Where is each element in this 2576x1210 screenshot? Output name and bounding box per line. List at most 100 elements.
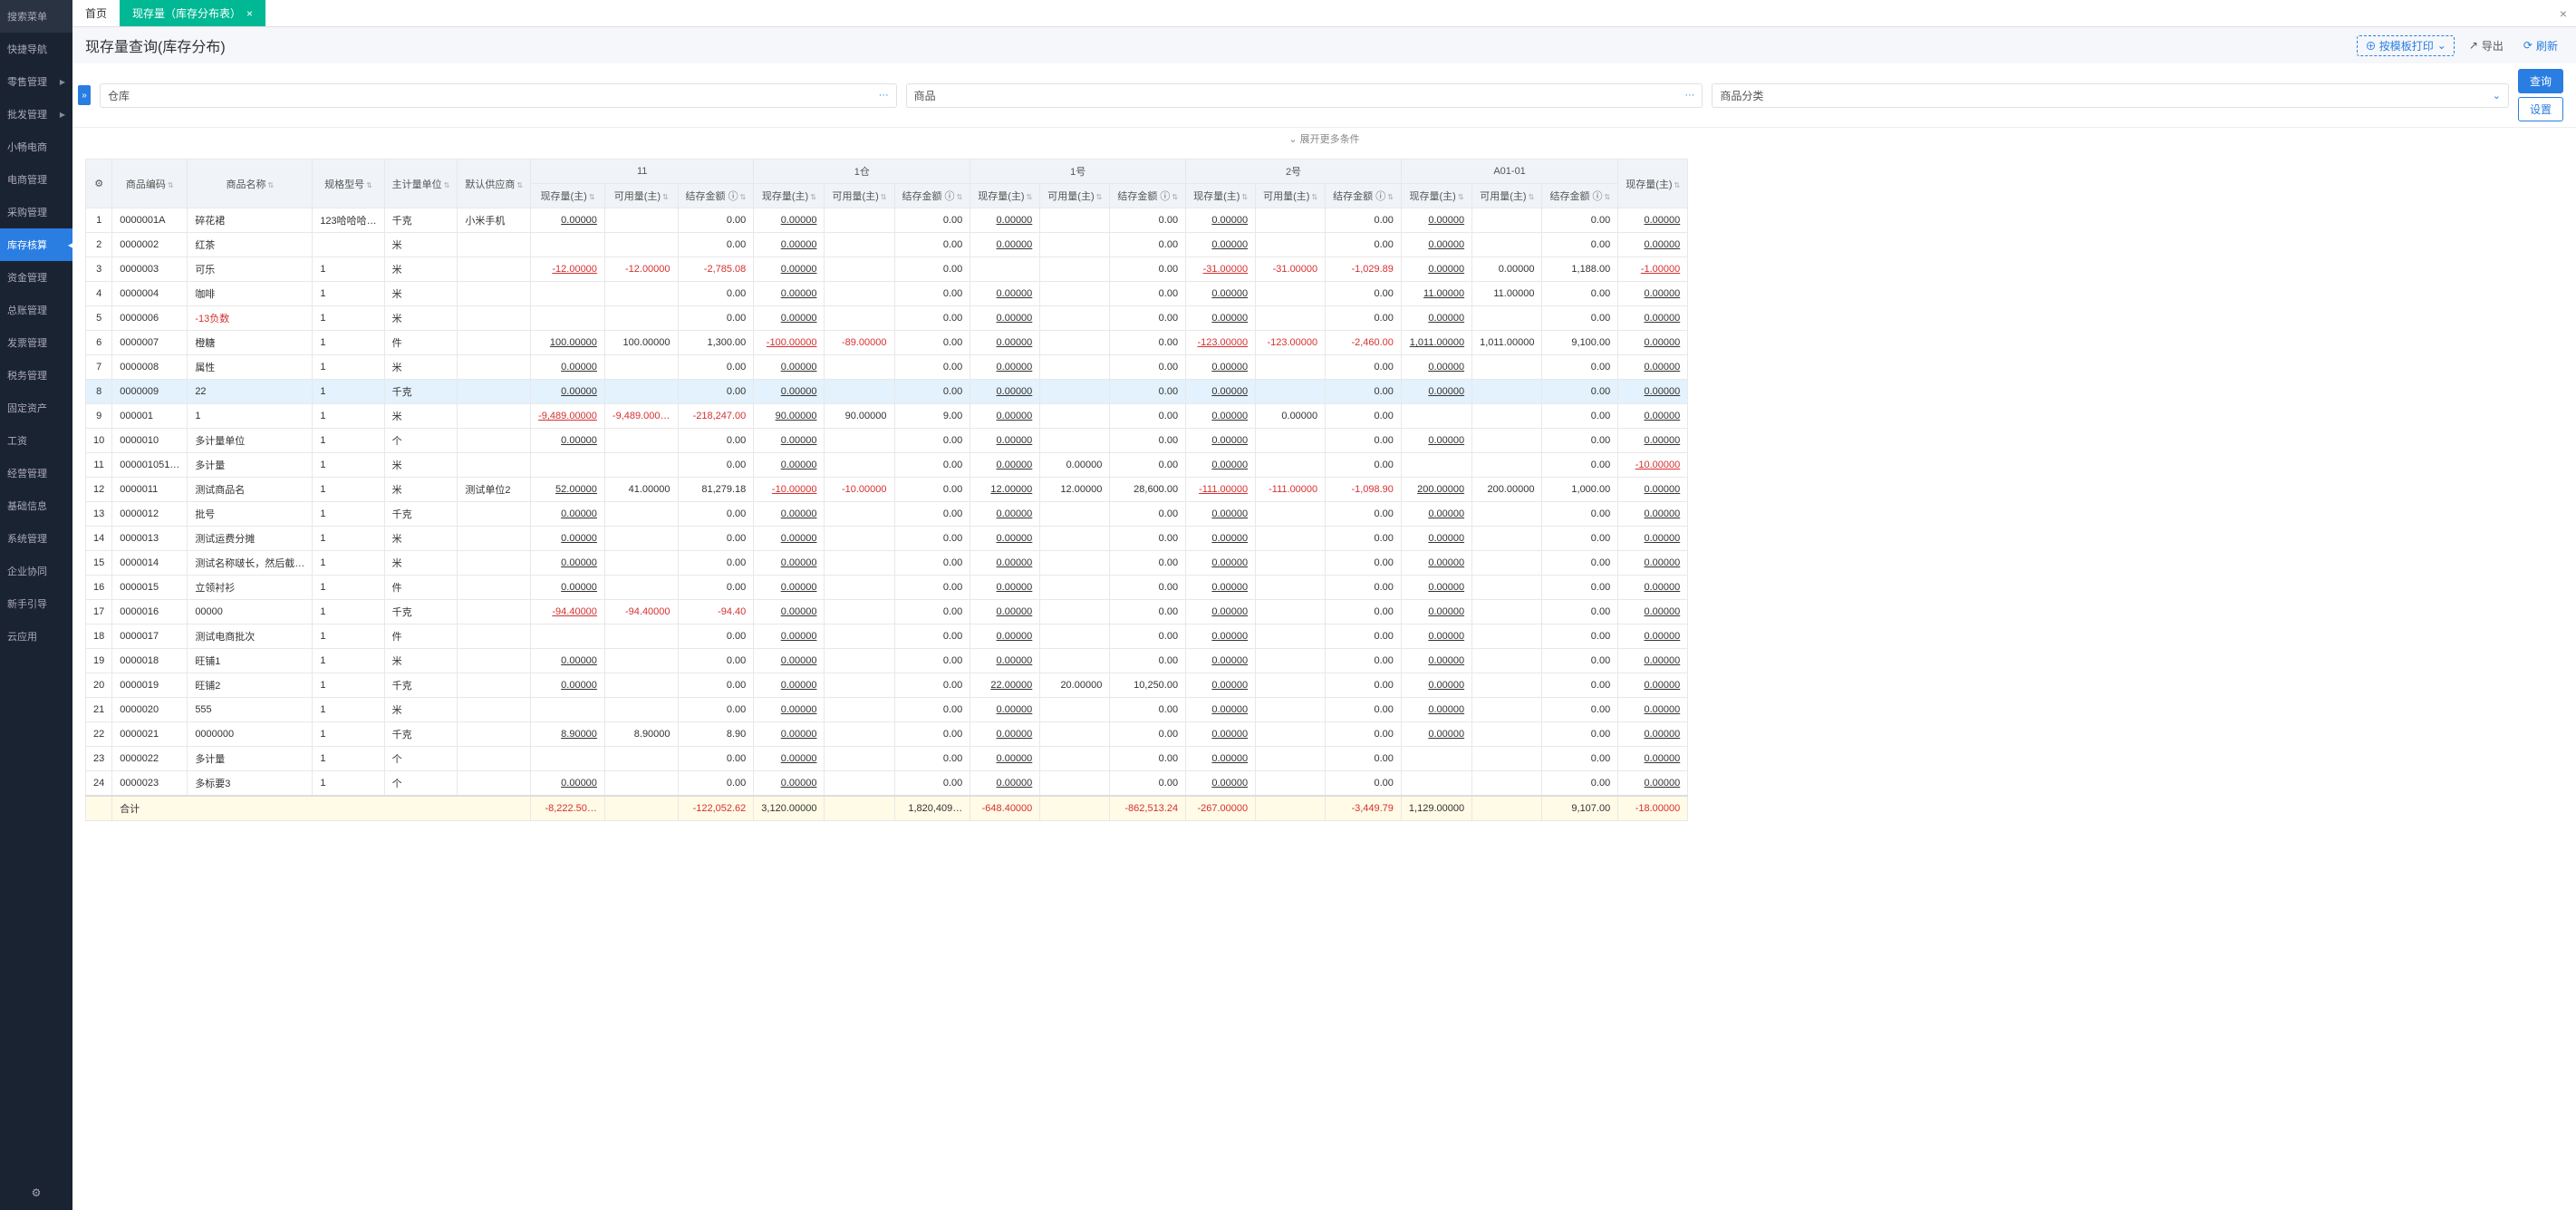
table-row[interactable]: 2100000205551米0.000.000000.000.000000.00…	[86, 698, 1688, 722]
cell-value[interactable]: 0.00000	[1618, 306, 1688, 331]
cell-value[interactable]: 0.00000	[1401, 576, 1471, 600]
table-settings-icon[interactable]: ⚙	[86, 160, 112, 208]
cell-value[interactable]: 0.00000	[1401, 624, 1471, 649]
cell-value[interactable]: -111.00000	[1186, 478, 1256, 502]
cell-value[interactable]: -94.40000	[531, 600, 605, 624]
table-row[interactable]: 190000018旺铺11米0.000000.000.000000.000.00…	[86, 649, 1688, 673]
cell-value[interactable]: 0.00000	[1186, 429, 1256, 453]
cell-value[interactable]: 0.00000	[1401, 649, 1471, 673]
cell-value[interactable]: 0.00000	[1401, 502, 1471, 527]
cell-value[interactable]: 0.00000	[1618, 624, 1688, 649]
sidebar-item[interactable]: 固定资产	[0, 392, 72, 424]
sub-col-header[interactable]: 结存金额 ⓘ⇅	[1542, 184, 1618, 208]
cell-value[interactable]: 0.00000	[1186, 649, 1256, 673]
sub-col-header[interactable]: 现存量(主)⇅	[754, 184, 825, 208]
cell-value[interactable]: 200.00000	[1401, 478, 1471, 502]
sidebar-item[interactable]: 零售管理▶	[0, 65, 72, 98]
tab[interactable]: 现存量（库存分布表）×	[120, 0, 265, 26]
sidebar-item[interactable]: 云应用	[0, 620, 72, 653]
cell-value[interactable]: 90.00000	[754, 404, 825, 429]
cell-value[interactable]: 0.00000	[1186, 233, 1256, 257]
cell-value[interactable]: 0.00000	[1401, 257, 1471, 282]
sidebar-item[interactable]: 资金管理	[0, 261, 72, 294]
cell-value[interactable]: 1,011.00000	[1401, 331, 1471, 355]
cell-value[interactable]: 0.00000	[1186, 722, 1256, 747]
sub-col-header[interactable]: 现存量(主)⇅	[1186, 184, 1256, 208]
sidebar-item[interactable]: 税务管理	[0, 359, 72, 392]
cell-value[interactable]: 0.00000	[1618, 771, 1688, 797]
cell-value[interactable]: 0.00000	[1401, 429, 1471, 453]
cell-value[interactable]: 0.00000	[754, 576, 825, 600]
sidebar-item[interactable]: 库存核算	[0, 228, 72, 261]
cell-value[interactable]: 0.00000	[970, 331, 1040, 355]
cell-value[interactable]: 0.00000	[531, 429, 605, 453]
sub-col-header[interactable]: 可用量(主)⇅	[1256, 184, 1326, 208]
cell-value[interactable]: 12.00000	[970, 478, 1040, 502]
cell-value[interactable]: 0.00000	[970, 600, 1040, 624]
cell-value[interactable]: 0.00000	[531, 527, 605, 551]
cell-value[interactable]: 0.00000	[754, 502, 825, 527]
cell-value[interactable]: 0.00000	[754, 698, 825, 722]
table-row[interactable]: 20000002红茶米0.000.000000.000.000000.000.0…	[86, 233, 1688, 257]
cell-value[interactable]: 0.00000	[1618, 478, 1688, 502]
sidebar-item[interactable]: 搜索菜单	[0, 0, 72, 33]
print-template-button[interactable]: ⊕ 按模板打印 ⌄	[2357, 35, 2454, 56]
close-panel-icon[interactable]: ×	[2551, 6, 2576, 21]
cell-value[interactable]: 0.00000	[970, 355, 1040, 380]
sub-col-header[interactable]: 现存量(主)⇅	[531, 184, 605, 208]
cell-value[interactable]: 0.00000	[1618, 208, 1688, 233]
cell-value[interactable]: 22.00000	[970, 673, 1040, 698]
cell-value[interactable]: 0.00000	[970, 722, 1040, 747]
cell-value[interactable]: 0.00000	[1186, 453, 1256, 478]
cell-value[interactable]: 0.00000	[531, 208, 605, 233]
cell-value[interactable]: 0.00000	[1618, 551, 1688, 576]
cell-value[interactable]: 0.00000	[531, 771, 605, 797]
sub-col-header[interactable]: 结存金额 ⓘ⇅	[1110, 184, 1186, 208]
cell-value[interactable]: 0.00000	[754, 306, 825, 331]
cell-value[interactable]: -9,489.00000	[531, 404, 605, 429]
table-container[interactable]: ⚙商品编码⇅商品名称⇅规格型号⇅主计量单位⇅默认供应商⇅111仓1号2号A01-…	[72, 150, 2576, 1210]
refresh-button[interactable]: ⟳刷新	[2518, 36, 2563, 55]
sidebar-item[interactable]: 采购管理	[0, 196, 72, 228]
cell-value[interactable]: 0.00000	[1618, 233, 1688, 257]
ellipsis-icon[interactable]: ···	[879, 90, 889, 101]
cell-value[interactable]: 52.00000	[531, 478, 605, 502]
ellipsis-icon[interactable]: ···	[1684, 90, 1694, 101]
sidebar-item[interactable]: 快捷导航	[0, 33, 72, 65]
cell-value[interactable]: 0.00000	[531, 380, 605, 404]
sidebar-item[interactable]: 经营管理	[0, 457, 72, 489]
cell-value[interactable]: 0.00000	[1401, 380, 1471, 404]
cell-value[interactable]: 0.00000	[1186, 355, 1256, 380]
cell-value[interactable]: -10.00000	[754, 478, 825, 502]
cell-value[interactable]: 0.00000	[531, 576, 605, 600]
cell-value[interactable]: 0.00000	[531, 551, 605, 576]
cell-value[interactable]: 0.00000	[1401, 306, 1471, 331]
cell-value[interactable]: 0.00000	[1186, 527, 1256, 551]
table-row[interactable]: 120000011测试商品名1米测试单位252.0000041.0000081,…	[86, 478, 1688, 502]
cell-value[interactable]: 0.00000	[1618, 331, 1688, 355]
cell-value[interactable]: 0.00000	[1401, 600, 1471, 624]
table-row[interactable]: 60000007橙糖1件100.00000100.000001,300.00-1…	[86, 331, 1688, 355]
cell-value[interactable]: 0.00000	[970, 624, 1040, 649]
cell-value[interactable]: 0.00000	[970, 282, 1040, 306]
cell-value[interactable]: 0.00000	[1186, 624, 1256, 649]
cell-value[interactable]: 0.00000	[531, 673, 605, 698]
table-row[interactable]: 140000013测试运费分摊1米0.000000.000.000000.000…	[86, 527, 1688, 551]
cell-value[interactable]: 0.00000	[1618, 527, 1688, 551]
cell-value[interactable]: 0.00000	[1401, 355, 1471, 380]
cell-value[interactable]: 0.00000	[970, 551, 1040, 576]
cell-value[interactable]: 0.00000	[1618, 673, 1688, 698]
cell-value[interactable]: 0.00000	[1401, 527, 1471, 551]
sub-col-header[interactable]: 结存金额 ⓘ⇅	[678, 184, 754, 208]
cell-value[interactable]: 0.00000	[1618, 600, 1688, 624]
cell-value[interactable]: 0.00000	[1186, 698, 1256, 722]
cell-value[interactable]: 0.00000	[754, 600, 825, 624]
cell-value[interactable]: 0.00000	[1618, 355, 1688, 380]
table-row[interactable]: 130000012批号1千克0.000000.000.000000.000.00…	[86, 502, 1688, 527]
sub-col-header[interactable]: 现存量(主)⇅	[1401, 184, 1471, 208]
col-header[interactable]: 默认供应商⇅	[458, 160, 531, 208]
sidebar-item[interactable]: 总账管理	[0, 294, 72, 326]
table-row[interactable]: 160000015立领衬衫1件0.000000.000.000000.000.0…	[86, 576, 1688, 600]
cell-value[interactable]: 0.00000	[754, 551, 825, 576]
sidebar-item[interactable]: 新手引导	[0, 587, 72, 620]
